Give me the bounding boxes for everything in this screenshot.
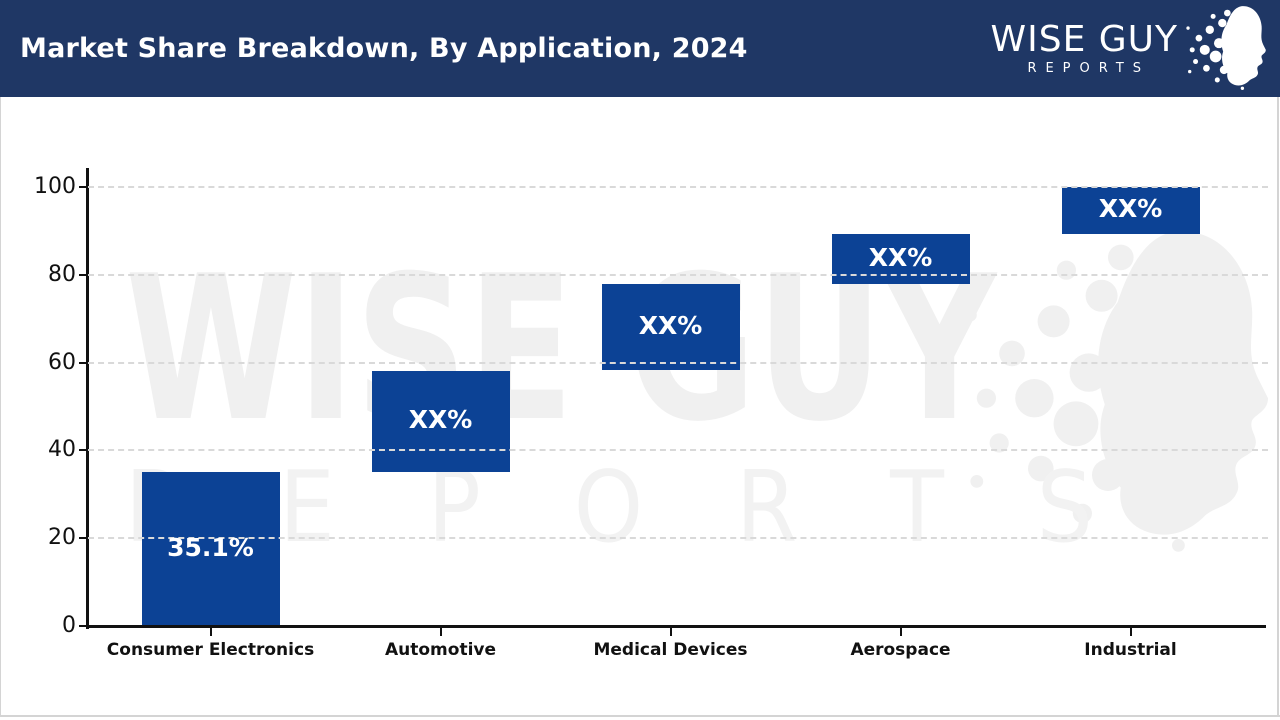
y-axis-tick: [79, 361, 87, 364]
y-axis-tick-label: 40: [48, 437, 76, 463]
x-axis-category-label: Aerospace: [850, 640, 951, 660]
page-frame-right: [1277, 97, 1279, 716]
y-axis-tick-label: 20: [48, 525, 76, 551]
logo-sub: REPORTS: [1027, 61, 1151, 76]
y-axis-tick-label: 0: [62, 613, 76, 638]
gridline: [88, 273, 1268, 276]
page-frame-bottom: [0, 715, 1280, 717]
bar-value-label: 35.1%: [167, 532, 254, 562]
logo-brand: WISE GUY: [990, 19, 1178, 60]
waterfall-chart: 0 20 40 60 80 100 35.1% Consumer Electronics XX%…: [0, 97, 1280, 720]
x-axis-tick: [1129, 628, 1132, 636]
bar-value-label: XX%: [1098, 194, 1163, 224]
page-frame-left: [0, 97, 1, 716]
y-axis-tick-label: 60: [48, 349, 76, 375]
bar-consumer-electronics: [141, 471, 280, 626]
logo-text: WISE GUY REPORTS: [990, 19, 1179, 76]
gridline: [88, 361, 1268, 364]
brand-logo: WISE GUY REPORTS: [991, 3, 1267, 95]
bar-value-label: XX%: [408, 405, 473, 435]
x-axis-tick: [209, 628, 212, 636]
page-title: Market Share Breakdown, By Application, …: [20, 33, 748, 64]
bar-aerospace: [831, 233, 970, 285]
y-axis-tick: [79, 625, 87, 627]
x-axis-tick: [439, 628, 442, 636]
y-axis-tick-label: 80: [48, 261, 76, 287]
y-axis-tick: [79, 449, 87, 452]
bar-value-label: XX%: [638, 311, 703, 341]
x-axis-category-label: Automotive: [384, 640, 497, 660]
y-axis-tick: [79, 273, 87, 276]
gridline: [88, 186, 1268, 188]
x-axis-spine: [86, 625, 1266, 628]
x-axis-category-label: Industrial: [1084, 640, 1177, 660]
y-axis-spine: [86, 168, 89, 629]
gridline: [88, 449, 1268, 452]
y-axis-tick: [79, 186, 87, 188]
x-axis-tick: [669, 628, 672, 636]
logo-face-icon: [1182, 3, 1266, 95]
y-axis-tick-label: 100: [34, 174, 76, 199]
bar-industrial: [1061, 187, 1200, 234]
bar-value-label: XX%: [868, 243, 933, 273]
bar-medical-devices: [601, 284, 740, 371]
x-axis-category-label: Consumer Electronics: [106, 640, 315, 660]
bar-automotive: [371, 370, 510, 472]
y-axis-tick: [79, 537, 87, 540]
x-axis-category-label: Medical Devices: [593, 640, 748, 660]
header-bar: Market Share Breakdown, By Application, …: [0, 0, 1280, 97]
x-axis-tick: [899, 628, 902, 636]
gridline: [88, 537, 1268, 540]
